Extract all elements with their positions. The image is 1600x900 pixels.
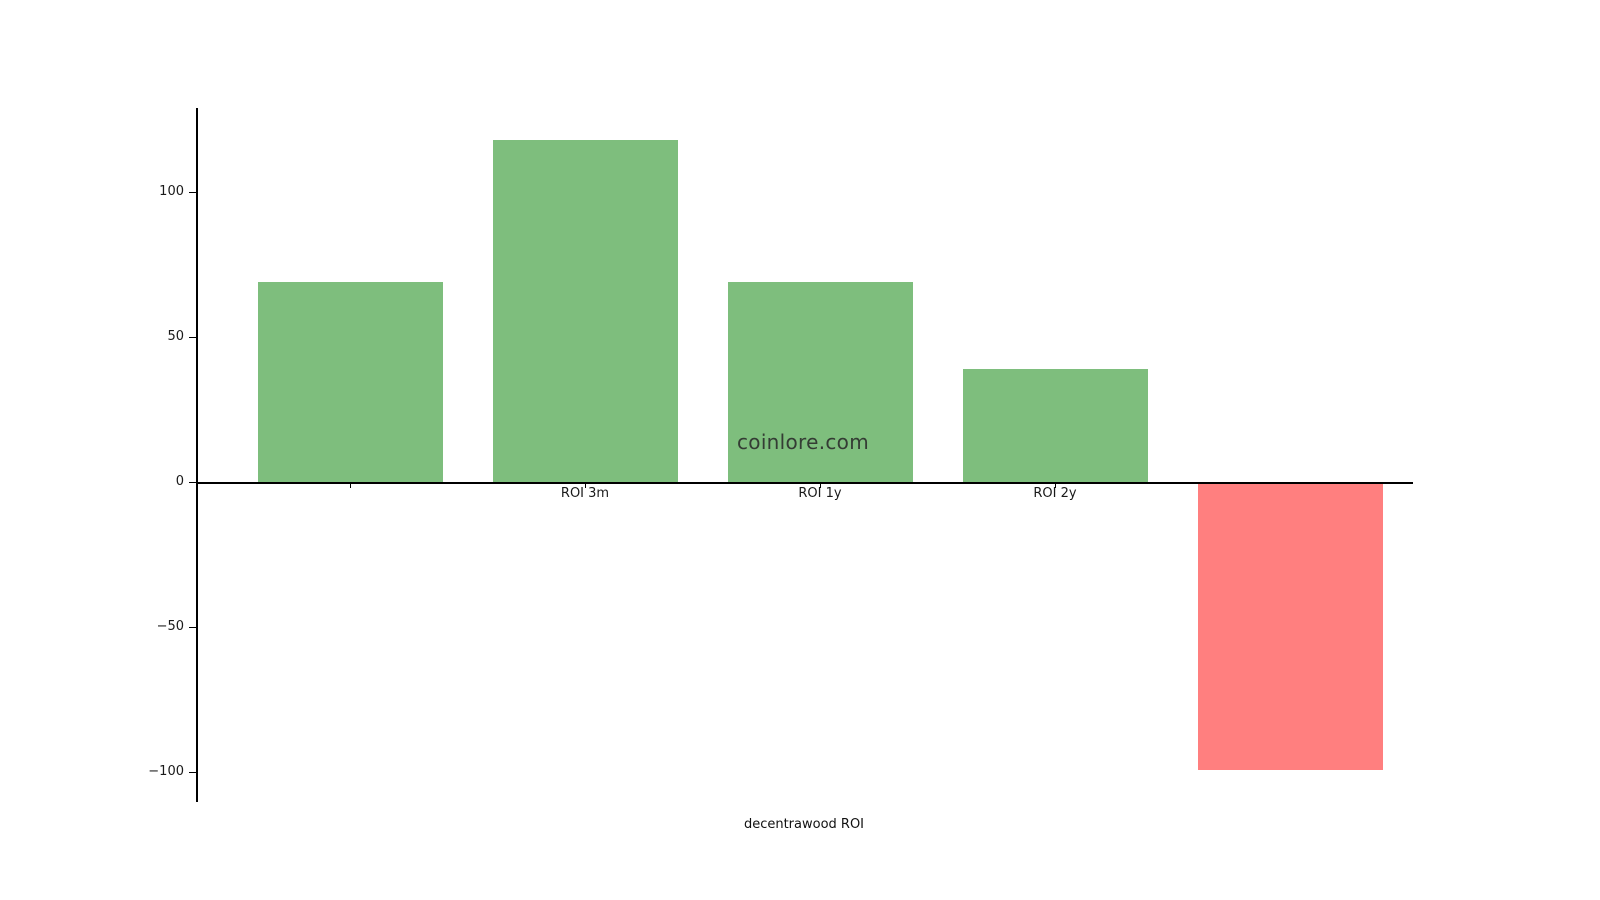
y-tick-mark (189, 626, 196, 628)
y-tick-mark (189, 191, 196, 193)
y-tick-label: −50 (156, 619, 184, 634)
watermark: coinlore.com (736, 430, 870, 454)
y-tick-label: 0 (175, 474, 184, 489)
x-tick-label: ROI 2y (1033, 486, 1077, 501)
x-tick-label: ROI 3m (560, 486, 610, 501)
bar-negative (1197, 483, 1383, 771)
x-tick-mark (349, 482, 351, 488)
bar-positive (492, 139, 678, 482)
bar-positive (727, 281, 913, 482)
x-axis-title: decentrawood ROI (743, 817, 865, 832)
y-tick-label: −100 (148, 764, 184, 779)
y-tick-mark (189, 481, 196, 483)
bar-positive (962, 368, 1148, 482)
x-tick-mark (584, 482, 586, 488)
x-tick-mark (1054, 482, 1056, 488)
x-tick-mark (819, 482, 821, 488)
x-tick-label: ROI 1y (798, 486, 842, 501)
y-axis-line (196, 108, 198, 802)
y-tick-mark (189, 336, 196, 338)
bar-positive (257, 281, 443, 482)
x-axis-line (196, 482, 1413, 484)
y-tick-mark (189, 771, 196, 773)
y-tick-label: 50 (167, 329, 184, 344)
y-tick-label: 100 (159, 184, 184, 199)
